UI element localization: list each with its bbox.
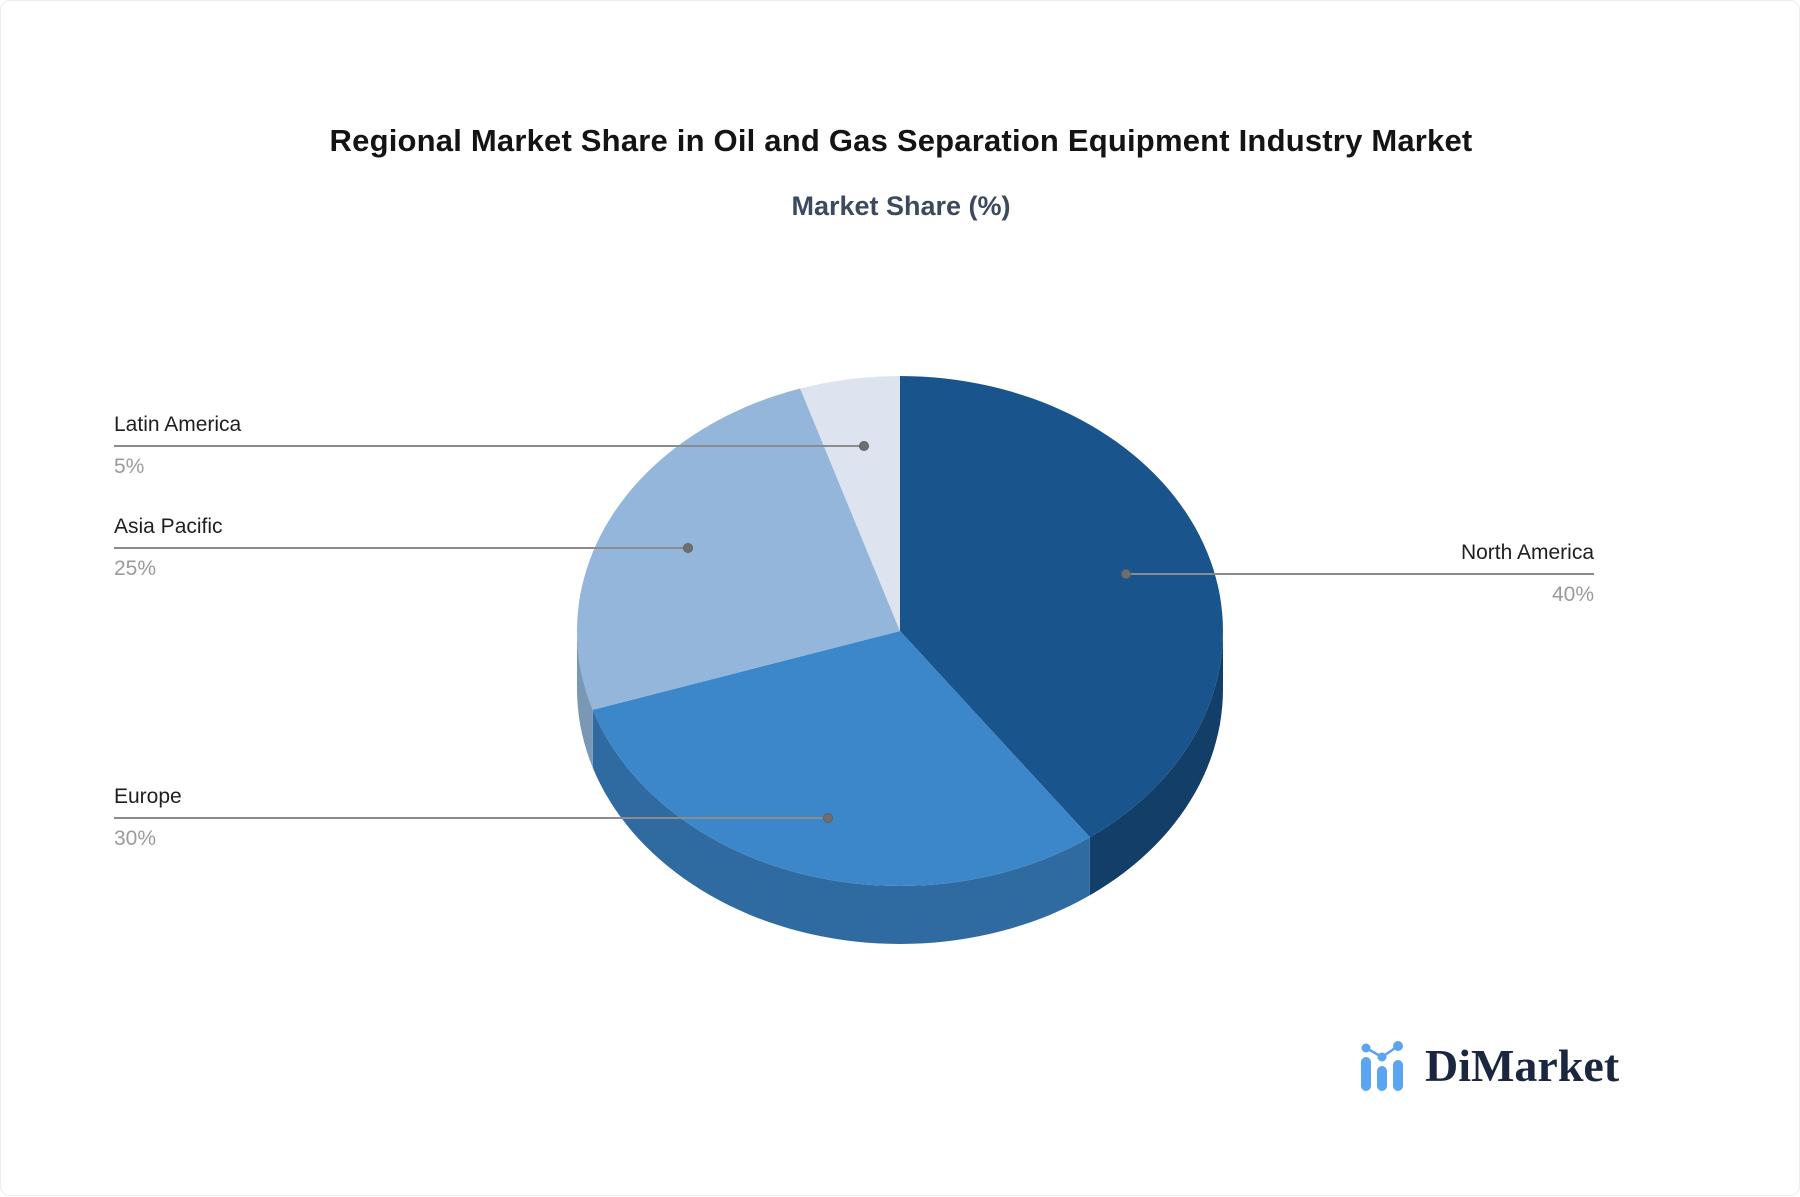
value-europe: 30% bbox=[114, 827, 157, 850]
leader-dot-europe bbox=[823, 813, 833, 823]
leader-line-europe bbox=[114, 817, 828, 819]
label-asia-pacific: Asia Pacific bbox=[114, 515, 223, 538]
pie-slice-north-america bbox=[900, 376, 1223, 838]
leader-dot-latin-america bbox=[859, 441, 869, 451]
leader-line-north-america bbox=[1126, 573, 1594, 575]
value-asia-pacific: 25% bbox=[114, 557, 157, 580]
pie-side-europe bbox=[592, 709, 1090, 944]
chart-subtitle: Market Share (%) bbox=[791, 191, 1011, 221]
label-north-america: North America bbox=[1460, 541, 1594, 564]
label-europe: Europe bbox=[114, 785, 182, 808]
value-latin-america: 5% bbox=[114, 455, 145, 478]
pie-slice-latin-america bbox=[800, 376, 900, 631]
leader-dot-north-america bbox=[1121, 569, 1131, 579]
pie-slice-europe bbox=[592, 631, 1090, 886]
label-latin-america: Latin America bbox=[114, 413, 242, 436]
pie-side-north-america bbox=[1089, 631, 1223, 896]
bar-line-chart-icon bbox=[1361, 1041, 1403, 1091]
pie-side-asia-pacific bbox=[577, 631, 593, 768]
pie-slice-asia-pacific bbox=[577, 388, 900, 710]
leader-line-latin-america bbox=[114, 445, 864, 447]
leader-line-asia-pacific bbox=[114, 547, 688, 549]
brand-logo: DiMarket bbox=[1359, 1039, 1619, 1093]
brand-name: DiMarket bbox=[1425, 1040, 1620, 1091]
leader-dot-asia-pacific bbox=[683, 543, 693, 553]
value-north-america: 40% bbox=[1551, 583, 1594, 606]
chart-title: Regional Market Share in Oil and Gas Sep… bbox=[329, 123, 1473, 158]
